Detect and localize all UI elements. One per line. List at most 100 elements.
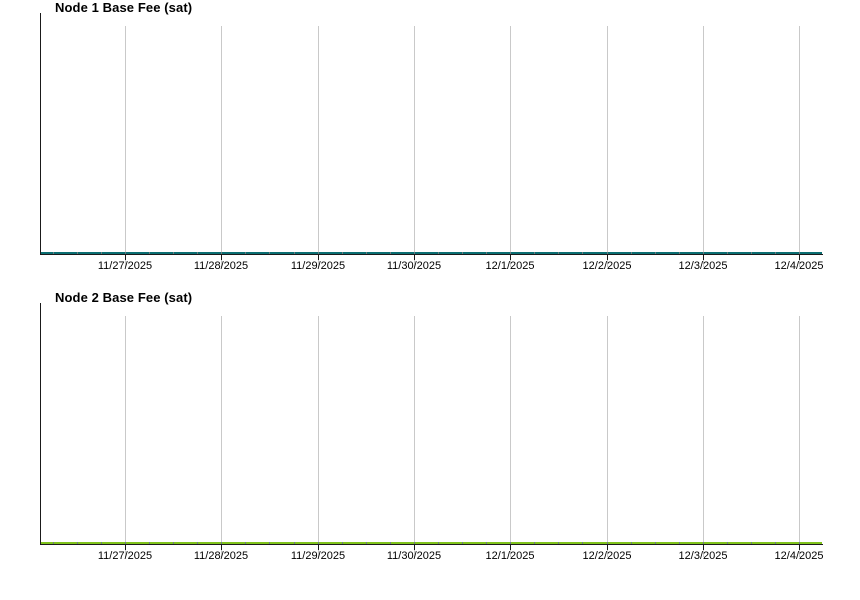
x-minor-tick xyxy=(462,252,463,255)
x-tick-label: 12/1/2025 xyxy=(485,550,535,562)
x-minor-tick xyxy=(318,542,319,545)
x-tick-label: 12/3/2025 xyxy=(678,550,728,562)
x-minor-tick xyxy=(727,252,728,255)
x-minor-tick xyxy=(390,542,391,545)
gridline xyxy=(221,26,222,267)
plot-area-node-2[interactable] xyxy=(40,303,822,557)
x-minor-tick xyxy=(414,252,415,255)
x-minor-tick xyxy=(486,252,487,255)
x-minor-tick xyxy=(582,542,583,545)
x-minor-tick xyxy=(221,542,222,545)
x-minor-tick xyxy=(149,542,150,545)
gridline xyxy=(125,26,126,267)
x-tick-mark xyxy=(799,255,800,260)
x-minor-tick xyxy=(221,252,222,255)
x-minor-tick xyxy=(631,252,632,255)
x-tick-mark xyxy=(125,545,126,550)
x-tick-mark xyxy=(221,545,222,550)
x-tick-label: 11/29/2025 xyxy=(290,550,346,562)
gridline xyxy=(799,26,800,267)
x-tick-mark xyxy=(414,255,415,260)
x-minor-tick xyxy=(558,252,559,255)
gridline xyxy=(607,26,608,267)
gridline xyxy=(607,316,608,557)
x-minor-tick xyxy=(655,252,656,255)
x-minor-tick xyxy=(558,542,559,545)
x-tick-mark xyxy=(318,255,319,260)
x-minor-tick xyxy=(751,542,752,545)
chart-panel-node-2: Node 2 Base Fee (sat) 11/27/2025 11/28/20… xyxy=(0,290,860,590)
x-minor-tick xyxy=(173,252,174,255)
x-minor-tick xyxy=(366,542,367,545)
gridline xyxy=(510,26,511,267)
series-line-node-2[interactable] xyxy=(40,542,822,544)
x-minor-tick xyxy=(799,252,800,255)
x-tick-mark xyxy=(318,545,319,550)
x-minor-tick xyxy=(679,542,680,545)
x-minor-tick xyxy=(631,542,632,545)
x-tick-label: 11/30/2025 xyxy=(386,550,442,562)
x-tick-label: 11/28/2025 xyxy=(193,260,249,272)
x-minor-tick xyxy=(197,542,198,545)
plot-area-node-1[interactable] xyxy=(40,13,822,267)
gridline xyxy=(703,316,704,557)
x-tick-mark xyxy=(125,255,126,260)
x-minor-tick xyxy=(607,542,608,545)
x-minor-tick xyxy=(438,252,439,255)
x-minor-tick xyxy=(342,542,343,545)
x-tick-label: 11/27/2025 xyxy=(97,260,153,272)
x-minor-tick xyxy=(510,252,511,255)
x-minor-tick xyxy=(269,542,270,545)
x-minor-tick xyxy=(245,252,246,255)
chart-title-node-1: Node 1 Base Fee (sat) xyxy=(55,0,193,15)
x-minor-tick xyxy=(197,252,198,255)
x-minor-tick xyxy=(679,252,680,255)
x-minor-tick xyxy=(125,252,126,255)
x-tick-label: 11/30/2025 xyxy=(386,260,442,272)
x-tick-label: 12/3/2025 xyxy=(678,260,728,272)
x-minor-tick xyxy=(438,542,439,545)
x-minor-tick xyxy=(173,542,174,545)
x-tick-mark xyxy=(510,545,511,550)
x-minor-tick xyxy=(799,542,800,545)
x-minor-tick xyxy=(534,542,535,545)
x-tick-mark xyxy=(703,255,704,260)
gridline xyxy=(414,316,415,557)
x-tick-label: 11/28/2025 xyxy=(193,550,249,562)
x-axis-node-1 xyxy=(40,254,823,255)
x-tick-mark xyxy=(221,255,222,260)
x-tick-mark xyxy=(607,545,608,550)
x-minor-tick xyxy=(751,252,752,255)
chart-panel-node-1: Node 1 Base Fee (sat) 11/27/2025 11/28/20… xyxy=(40,0,823,272)
x-minor-tick xyxy=(390,252,391,255)
x-tick-mark xyxy=(703,545,704,550)
x-minor-tick xyxy=(245,542,246,545)
gridline xyxy=(799,316,800,557)
x-minor-tick xyxy=(486,542,487,545)
x-minor-tick xyxy=(607,252,608,255)
x-minor-tick xyxy=(342,252,343,255)
x-minor-tick xyxy=(534,252,535,255)
gridline xyxy=(318,316,319,557)
x-tick-label: 12/2/2025 xyxy=(582,260,632,272)
x-tick-mark xyxy=(607,255,608,260)
x-minor-tick xyxy=(149,252,150,255)
gridline xyxy=(221,316,222,557)
series-line-node-1[interactable] xyxy=(40,252,822,254)
gridline xyxy=(414,26,415,267)
x-minor-tick xyxy=(77,542,78,545)
x-tick-label: 11/27/2025 xyxy=(97,550,153,562)
x-minor-tick xyxy=(53,542,54,545)
x-minor-tick xyxy=(414,542,415,545)
x-minor-tick xyxy=(775,542,776,545)
x-minor-tick xyxy=(775,252,776,255)
x-tick-label: 12/2/2025 xyxy=(582,550,632,562)
x-tick-label: 11/29/2025 xyxy=(290,260,346,272)
x-minor-tick xyxy=(703,542,704,545)
x-minor-tick xyxy=(294,542,295,545)
x-tick-mark xyxy=(414,545,415,550)
x-minor-tick xyxy=(125,542,126,545)
y-axis-node-1 xyxy=(40,13,41,255)
x-minor-tick xyxy=(582,252,583,255)
x-axis-node-2 xyxy=(40,544,823,545)
